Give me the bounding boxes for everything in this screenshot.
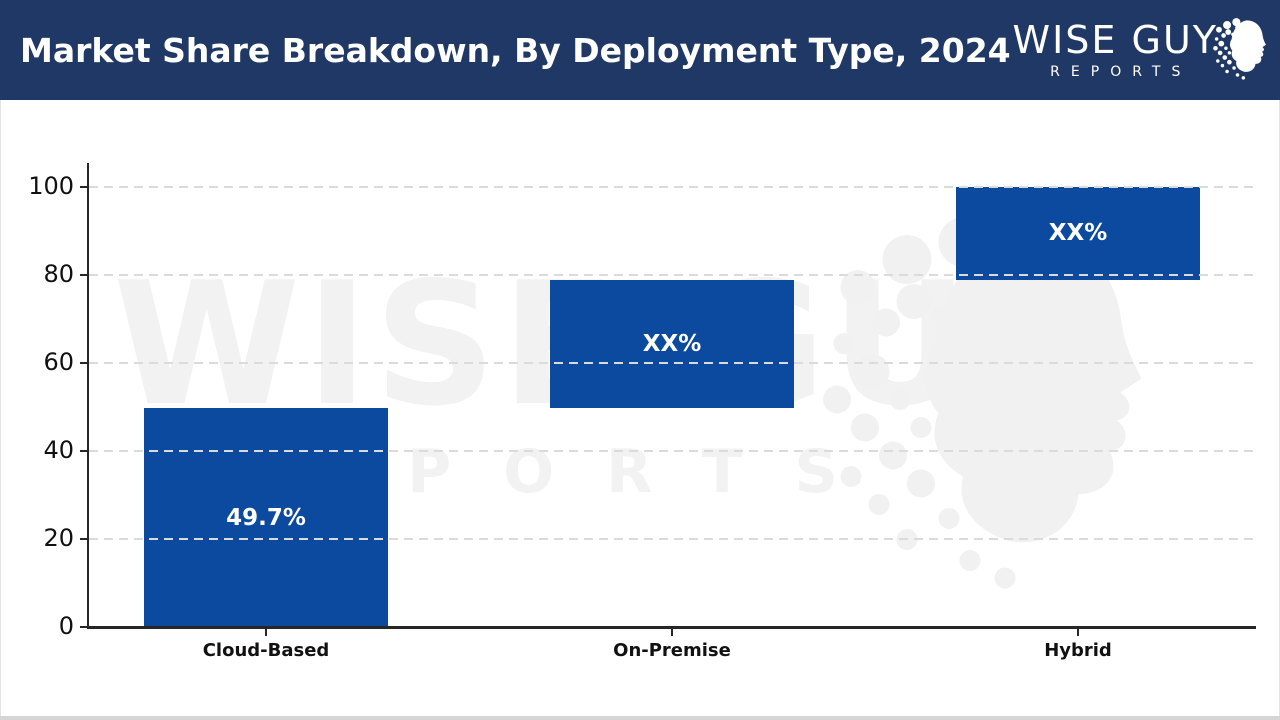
chart-area: WISE GUY REPORTS 0 20 40 60 80 100 49.7% Cloud-… xyxy=(0,100,1280,716)
x-tick-label-cloud-based: Cloud-Based xyxy=(202,640,330,661)
y-tick xyxy=(80,274,89,276)
y-tick xyxy=(80,626,89,628)
y-tick xyxy=(80,450,89,452)
footer-strip xyxy=(0,716,1280,720)
x-tick xyxy=(1077,629,1079,636)
y-tick-label: 0 xyxy=(58,612,74,640)
y-tick-label: 20 xyxy=(43,524,74,552)
gridline xyxy=(89,186,1256,188)
logo-face-icon xyxy=(1213,18,1266,80)
bar-label: XX% xyxy=(642,331,702,358)
x-tick xyxy=(671,629,673,636)
bar-on-premise xyxy=(550,279,794,409)
y-tick-label: 60 xyxy=(43,348,74,376)
x-tick-label-hybrid: Hybrid xyxy=(1044,640,1112,661)
bar-hybrid xyxy=(956,187,1200,280)
y-axis xyxy=(87,163,89,629)
gridline xyxy=(89,362,1256,364)
y-tick-label: 100 xyxy=(28,172,74,200)
x-tick-label-on-premise: On-Premise xyxy=(613,640,731,661)
bar-label: XX% xyxy=(1048,220,1108,247)
logo-wordmark: WISE GUY xyxy=(1012,17,1218,62)
wiseguy-logo: WISE GUY REPORTS xyxy=(1013,10,1270,90)
plot-region: 0 20 40 60 80 100 49.7% Cloud-Based XX% On-Premis… xyxy=(1,100,1279,716)
bar-cloud-based xyxy=(144,408,388,627)
y-tick-label: 80 xyxy=(43,260,74,288)
x-axis xyxy=(89,626,1256,629)
gridline xyxy=(89,274,1256,276)
gridline xyxy=(89,538,1256,540)
y-tick-label: 40 xyxy=(43,436,74,464)
gridline xyxy=(89,450,1256,452)
y-tick xyxy=(80,186,89,188)
x-tick xyxy=(265,629,267,636)
bar-label: 49.7% xyxy=(226,504,306,531)
y-tick xyxy=(80,362,89,364)
header-bar: Market Share Breakdown, By Deployment Ty… xyxy=(0,0,1280,100)
chart-title: Market Share Breakdown, By Deployment Ty… xyxy=(20,30,1011,70)
logo-subtitle: REPORTS xyxy=(1050,63,1192,80)
y-tick xyxy=(80,538,89,540)
